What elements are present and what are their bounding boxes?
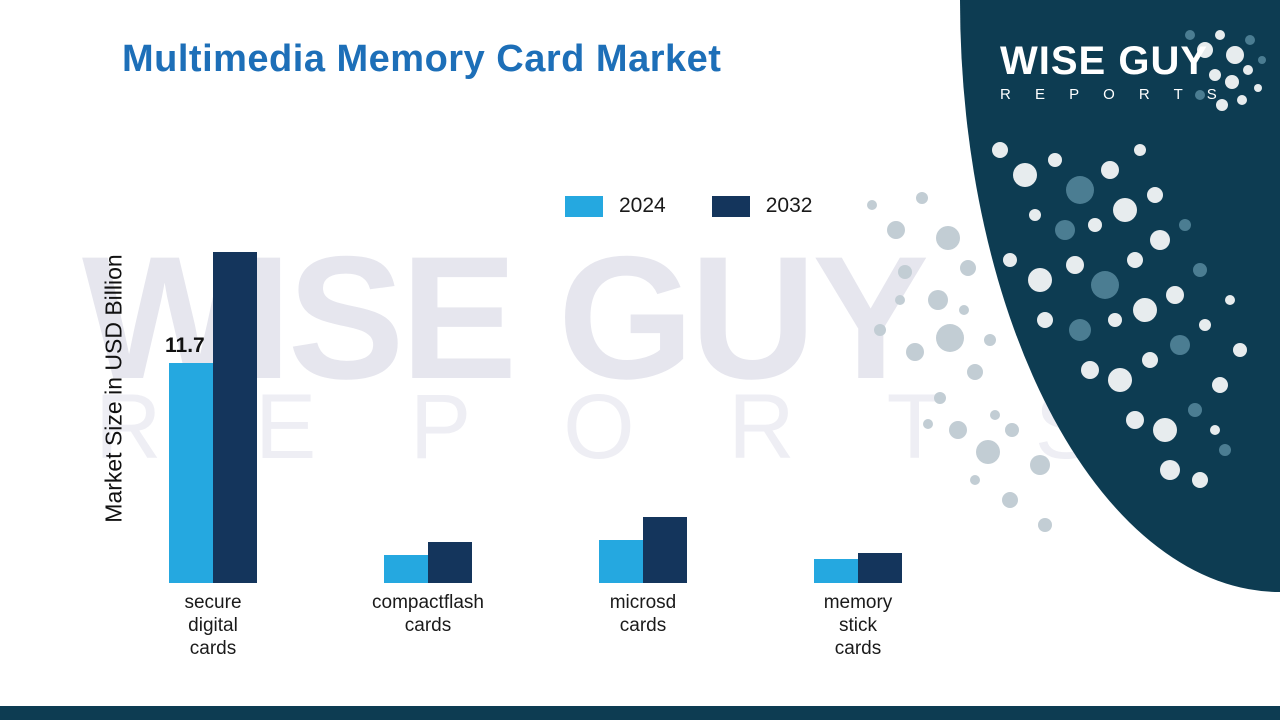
bar-group [384,542,472,583]
bar-value-label: 11.7 [165,334,205,358]
bar-group [814,553,902,583]
bar-2024 [384,555,428,583]
legend-label-2032: 2032 [765,194,813,217]
legend-swatch-2024 [565,195,603,217]
legend-item-2032: 2032 [711,194,813,218]
category-label: memory stick cards [823,592,893,659]
bar-2024 [814,559,858,583]
logo: WISE GUY R E P O R T S [1000,40,1227,103]
chart-legend: 2024 2032 [565,194,812,218]
logo-subtitle: R E P O R T S [1000,86,1227,103]
legend-swatch-2032 [711,195,750,217]
legend-item-2024: 2024 [565,194,666,218]
category-label: compactflash cards [372,592,484,636]
bar-2032 [858,553,902,583]
bar-2032 [643,517,687,583]
bar-2032 [213,252,257,583]
bar-2032 [428,542,472,583]
legend-label-2024: 2024 [619,194,666,217]
bar-group [169,252,257,583]
bottom-accent-bar [0,706,1280,720]
category-label: secure digital cards [184,592,242,659]
bar-2024 [169,363,213,583]
page-title: Multimedia Memory Card Market [122,38,722,80]
bar-group [599,517,687,583]
category-label: microsd cards [609,592,677,636]
logo-wordmark: WISE GUY [1000,39,1209,83]
y-axis-label: Market Size in USD Billion [100,254,127,523]
bar-2024 [599,540,643,583]
